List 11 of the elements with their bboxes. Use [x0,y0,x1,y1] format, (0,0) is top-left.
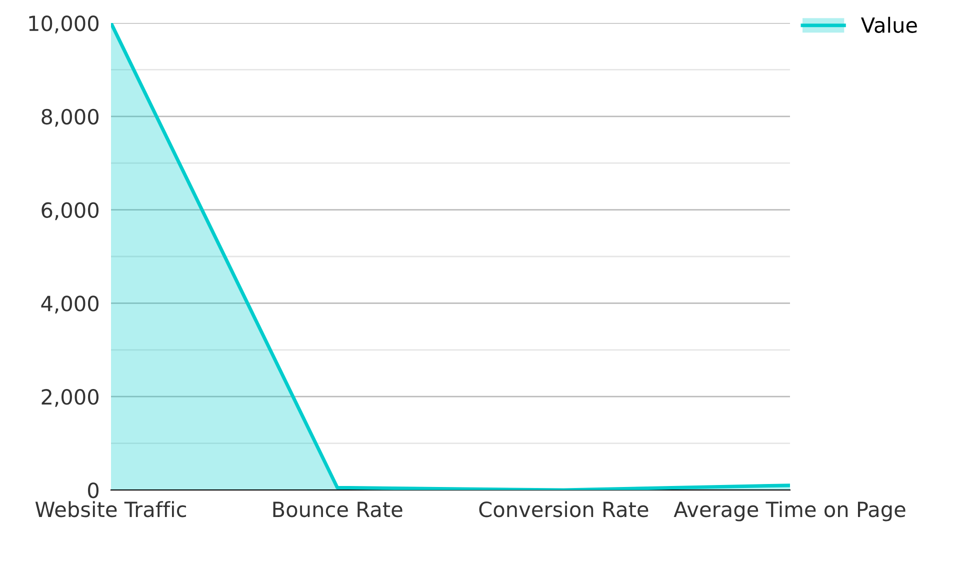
y-tick-label: 6,000 [42,202,99,220]
y-tick-label: 10,000 [29,15,99,34]
y-tick-label: 4,000 [41,296,99,314]
x-tick-label: Average Time on Page [674,501,906,522]
x-tick-label: Bounce Rate [273,502,402,518]
y-tick-label: 8,000 [42,108,99,127]
legend-label: Value [860,16,917,33]
y-tick-label: 0 [88,482,99,498]
y-tick-label: 2,000 [42,389,99,407]
x-tick-label: Conversion Rate [479,501,648,518]
x-tick-label: Website Traffic [35,501,186,518]
